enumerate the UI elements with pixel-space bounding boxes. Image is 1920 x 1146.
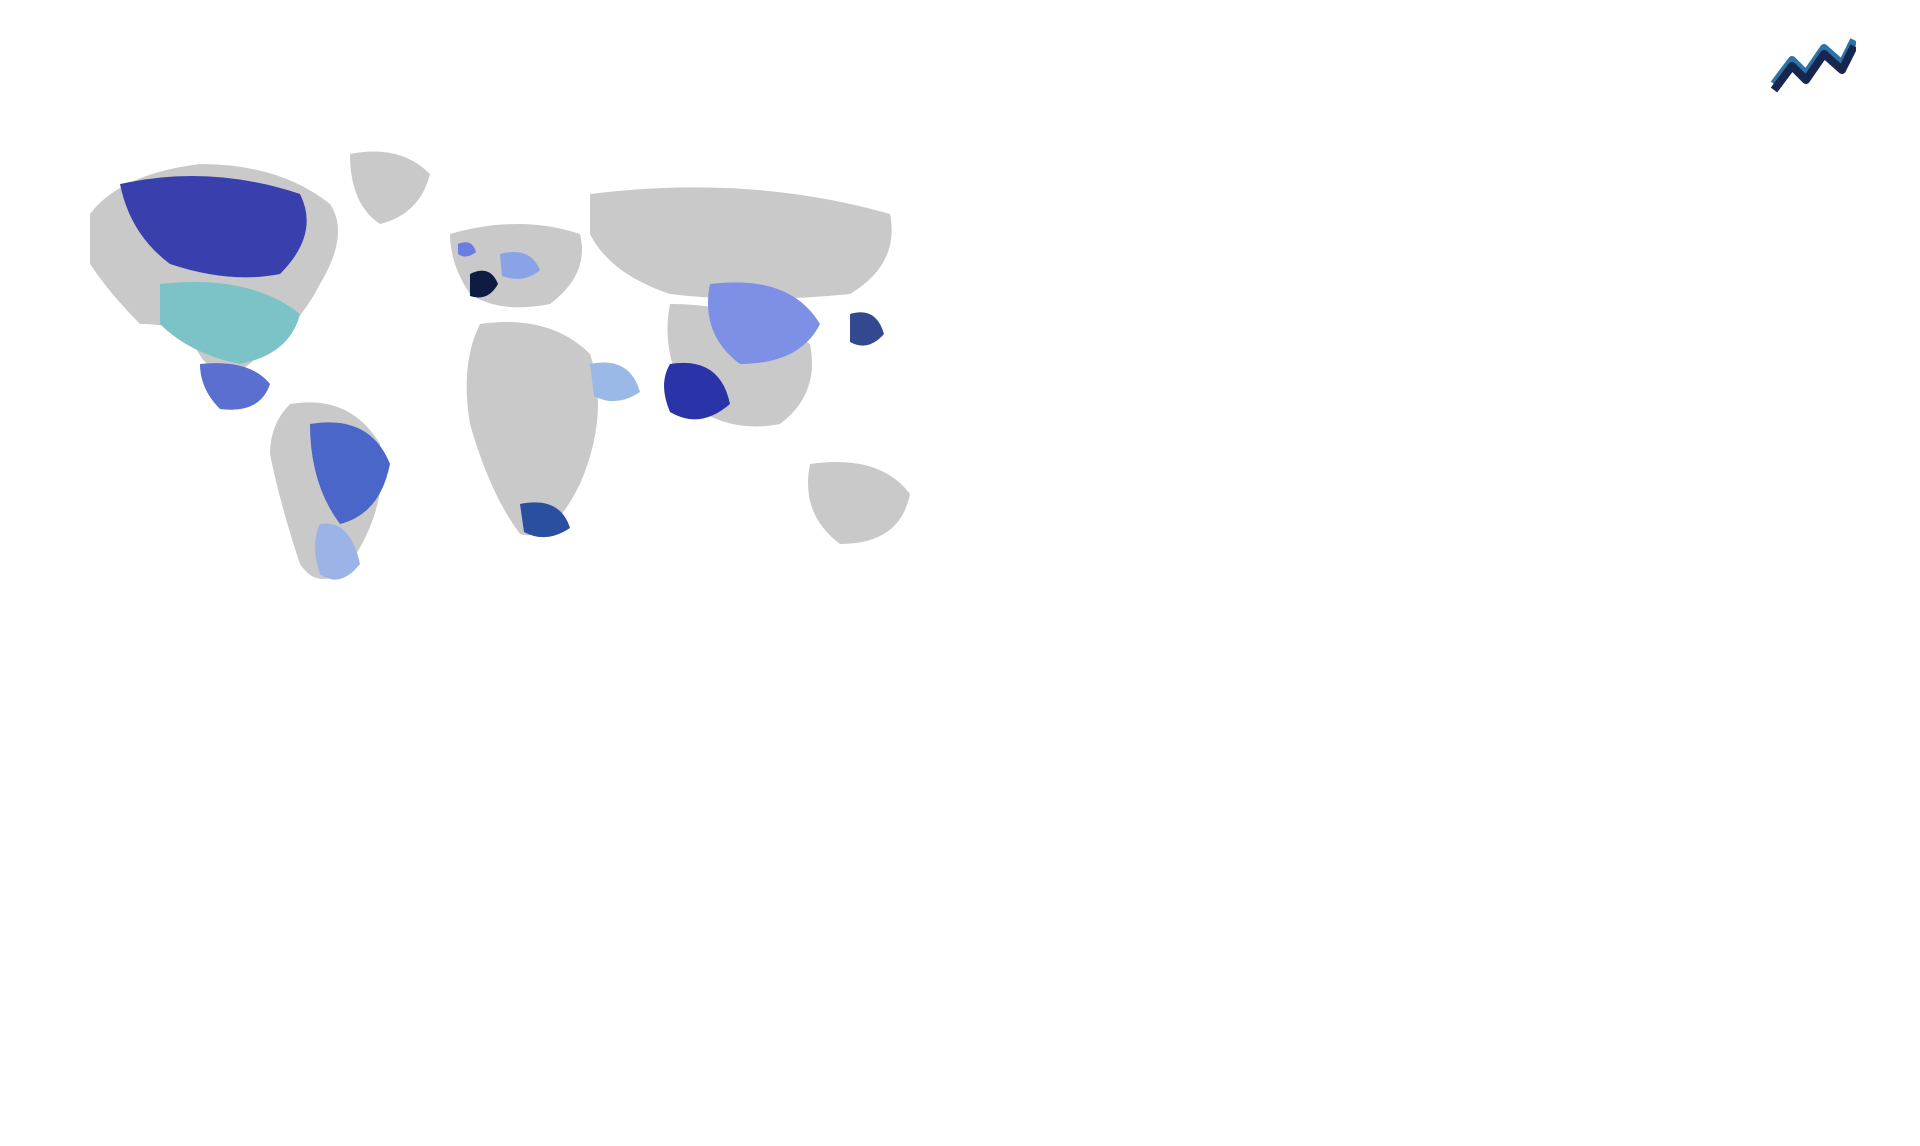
world-map-panel bbox=[50, 124, 950, 604]
segmentation-bar-chart bbox=[50, 644, 380, 934]
segmentation-panel bbox=[50, 634, 630, 934]
players-panel bbox=[670, 634, 1250, 934]
growth-chart-panel bbox=[990, 124, 1870, 604]
brand-logo bbox=[1770, 30, 1870, 94]
growth-bar-chart bbox=[990, 124, 1870, 604]
logo-mark-icon bbox=[1770, 30, 1856, 94]
regional-donut-chart bbox=[1290, 644, 1570, 924]
regional-panel bbox=[1290, 634, 1870, 934]
players-chart bbox=[670, 644, 1250, 652]
world-map-icon bbox=[50, 124, 950, 604]
